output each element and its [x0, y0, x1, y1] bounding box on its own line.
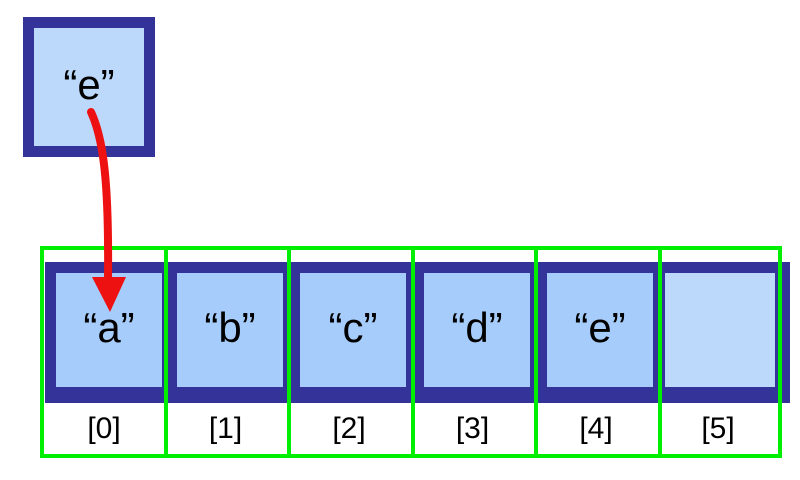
index-label-4: [4]: [579, 411, 613, 445]
grid-separator: [534, 250, 538, 454]
slot-value-0: “a”: [83, 304, 135, 351]
slot-value-1: “b”: [204, 304, 256, 351]
grid-separator: [658, 250, 662, 454]
index-label-2: [2]: [332, 411, 366, 445]
array-slot-1: “b”: [177, 273, 283, 387]
slot-value-3: “d”: [451, 304, 503, 351]
index-label-0: [0]: [87, 411, 121, 445]
grid-separator: [164, 250, 168, 454]
array-slot-4: “e”: [547, 273, 653, 387]
index-label-3: [3]: [455, 411, 490, 445]
array-slot-5: [665, 273, 775, 387]
grid-separator: [287, 250, 291, 454]
array-grid: [0] [1] [2] [3] [4] [5]: [40, 246, 782, 458]
slot-value-4: “e”: [574, 304, 626, 351]
inserted-element-value: “e”: [63, 61, 115, 108]
array-slot-2: “c”: [300, 273, 406, 387]
grid-separator: [411, 250, 415, 454]
slot-value-2: “c”: [328, 304, 378, 351]
inserted-element-box: “e”: [23, 17, 155, 157]
index-label-5: [5]: [701, 411, 735, 445]
array-slot-3: “d”: [424, 273, 530, 387]
index-label-1: [1]: [208, 411, 243, 445]
array-blue-strip: “a” “b” “c” “d” “e”: [45, 262, 790, 403]
